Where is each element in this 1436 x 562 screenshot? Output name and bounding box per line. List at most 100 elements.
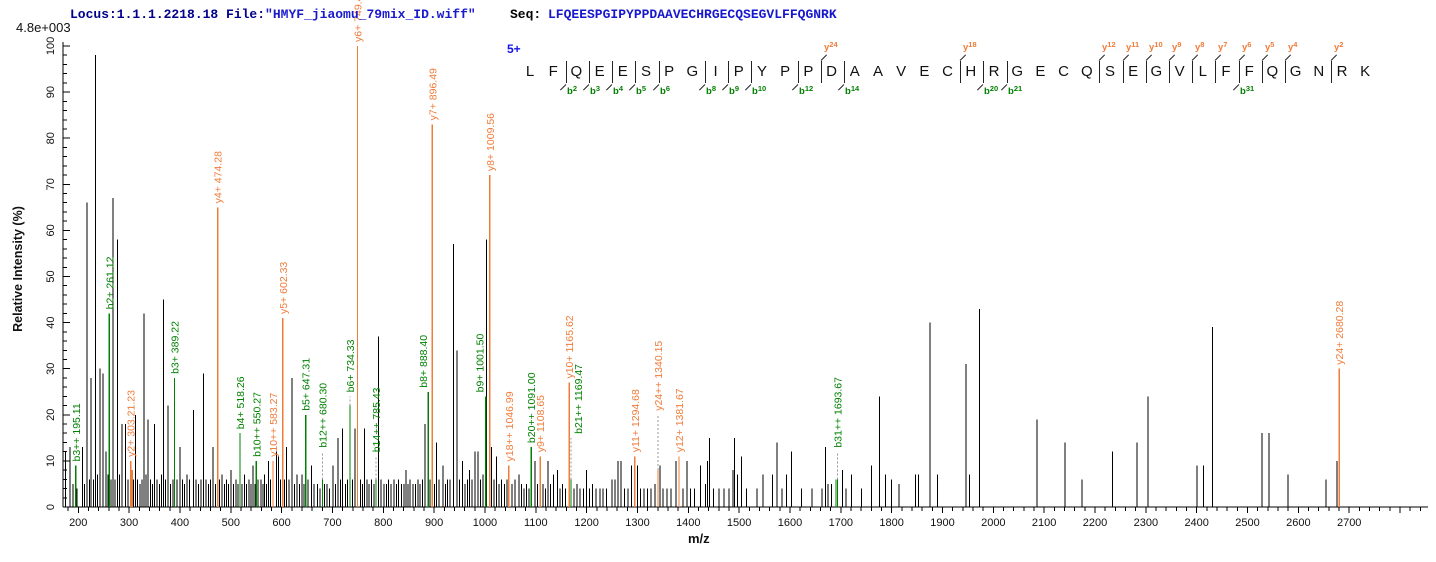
fragment-mark [798,61,799,83]
y-fragment-hook [1098,54,1106,61]
ion-number: 14 [850,84,860,93]
x-tick-label: 2000 [981,517,1005,529]
residue: A [872,63,883,80]
peak-label: b3+ 389.22 [169,321,181,374]
b-ion-label: b6 [660,84,670,97]
fragment-mark [1146,61,1147,83]
peak-label: b8+ 888.40 [418,335,430,388]
fragment-mark [1331,61,1332,83]
peak-label: y9+ 1108.65 [535,395,547,452]
residue: K [1360,63,1371,80]
y-fragment-hook [1214,54,1222,61]
b-ion-label: b20 [984,84,999,97]
residue: H [965,63,977,80]
y-ion-label: y8 [1195,40,1205,53]
x-tick-label: 200 [69,517,87,529]
residue: G [1150,63,1163,80]
fragment-mark [705,61,706,83]
b-fragment-hook [744,84,752,91]
peak-label: b9+ 1001.50 [475,334,487,393]
y-fragment-hook [1122,54,1130,61]
residue: F [548,63,558,80]
residue: V [896,63,907,80]
b-fragment-hook [976,84,984,91]
x-tick-label: 1300 [625,517,649,529]
fragment-mark [1285,61,1286,83]
x-tick-label: 1200 [574,517,598,529]
residue: F [1221,63,1231,80]
residue: C [1058,63,1070,80]
residue: P [803,63,814,80]
x-axis-title: m/z [688,531,710,546]
fragment-mark [659,61,660,83]
ion-number: 6 [1247,40,1252,49]
x-tick-label: 2200 [1083,517,1107,529]
peak-label: b12++ 680.30 [317,383,329,448]
peak-label: b20++ 1091.00 [526,372,538,443]
ion-number: 10 [1154,40,1163,49]
locus-file-label: Locus:1.1.1.2218.18 File: [70,7,266,22]
ion-number: 18 [968,40,977,49]
fragment-mark [728,61,729,83]
b-ion-label: b8 [706,84,716,97]
peak-label: b5+ 647.31 [301,358,313,411]
annotated-peaks [75,46,1340,507]
b-ion-label: b9 [729,84,739,97]
y-ion-label: y18 [963,40,977,53]
residue: G [686,63,699,80]
residue: S [640,63,651,80]
x-tick-label: 1700 [829,517,853,529]
b-ion-label: b2 [567,84,577,97]
fragment-mark [1099,61,1100,83]
peak-label: b14++ 785.43 [371,387,383,452]
fragment-mark [635,61,636,83]
peak-label: y6+ 749.40 [353,0,365,42]
ion-number: 21 [1013,84,1023,93]
y-axis-tick-labels: 0 10 20 30 40 50 60 70 80 90 100 [45,37,57,510]
b-fragment-hook [1000,84,1008,91]
fragment-mark [1169,61,1170,83]
x-tick-label: 2600 [1286,517,1310,529]
b-fragment-hook [652,84,660,91]
residue: P [664,63,675,80]
locus-header: Locus:1.1.1.2218.18 File:"HMYF_jiaomu_79… [70,7,476,22]
ion-number: 3 [595,84,600,93]
x-tick-label: 900 [425,517,443,529]
y-tick-label: 10 [45,455,57,467]
ion-number: 4 [1293,40,1298,49]
residue: G [1289,63,1302,80]
fragment-mark [1192,61,1193,83]
x-tick-label: 1900 [930,517,954,529]
residue: E [617,63,628,80]
y-tick-label: 60 [45,224,57,236]
fragment-mark [751,61,752,83]
y-fragment-hook [820,54,828,61]
peak-label: y12+ 1381.67 [674,388,686,452]
peak-label: y10++ 583.27 [268,393,280,457]
y-axis-ticks [63,45,70,508]
fragment-mark [1215,61,1216,83]
peak-label: b2+ 261.12 [104,256,116,309]
residue: A [849,63,860,80]
x-tick-label: 1500 [727,517,751,529]
ion-number: 9 [734,84,739,93]
y-tick-label: 80 [45,132,57,144]
y-ion-label: y11 [1126,40,1140,53]
fragment-mark [589,61,590,83]
residue: G [1011,63,1024,80]
seq-label: Seq: [510,7,542,22]
peak-label: b4+ 518.26 [235,376,247,429]
b-ion-label: b14 [845,84,860,97]
file-name: "HMYF_jiaomu_79mix_ID.wiff" [265,7,476,22]
x-tick-label: 2500 [1235,517,1259,529]
ion-number: 11 [1131,40,1140,49]
y-axis-title: Relative Intensity (%) [11,206,25,332]
b-ion-label: b4 [613,84,623,97]
b-ion-label: b10 [752,84,767,97]
y-fragment-hook [959,54,967,61]
b-fragment-hook [1232,84,1240,91]
peaks [65,55,1338,507]
peak-label: y10+ 1165.62 [564,315,576,378]
